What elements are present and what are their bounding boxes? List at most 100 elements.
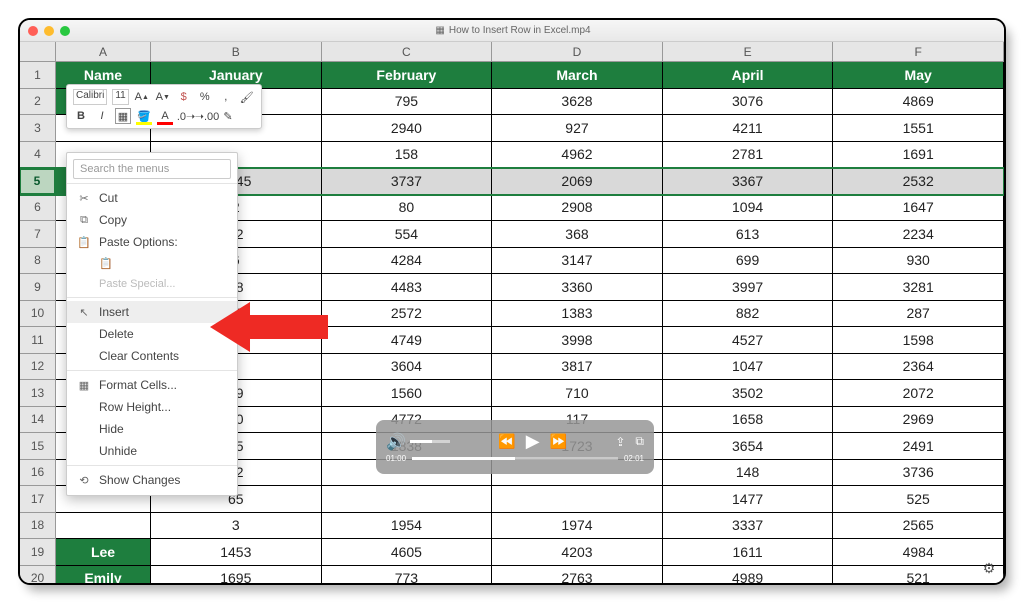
data-cell[interactable]: 2491	[833, 433, 1004, 460]
border-button[interactable]: ▦	[115, 108, 131, 124]
data-cell[interactable]: 1598	[833, 327, 1004, 354]
forward-button[interactable]: ⏩	[550, 433, 567, 450]
data-cell[interactable]: 148	[663, 460, 834, 487]
volume-control[interactable]: 🔊	[386, 432, 450, 452]
currency-icon[interactable]: $	[176, 89, 192, 105]
select-all-corner[interactable]	[20, 42, 56, 62]
row-number[interactable]: 20	[20, 566, 56, 586]
data-cell[interactable]: 2781	[663, 142, 834, 169]
data-cell[interactable]: 4749	[322, 327, 493, 354]
col-header[interactable]: B	[151, 42, 322, 62]
row-number[interactable]: 11	[20, 327, 56, 354]
row-number[interactable]: 15	[20, 433, 56, 460]
name-cell[interactable]: Lee	[56, 539, 151, 566]
row-number[interactable]: 1	[20, 62, 56, 89]
data-cell[interactable]: 1974	[492, 513, 663, 540]
name-cell[interactable]	[56, 513, 151, 540]
data-cell[interactable]: 2234	[833, 221, 1004, 248]
data-cell[interactable]: 2532	[833, 168, 1004, 195]
bold-button[interactable]: B	[73, 108, 89, 124]
data-cell[interactable]: 882	[663, 301, 834, 328]
data-cell[interactable]: 4203	[492, 539, 663, 566]
data-cell[interactable]: 3817	[492, 354, 663, 381]
row-number[interactable]: 2	[20, 89, 56, 116]
data-cell[interactable]: 2364	[833, 354, 1004, 381]
data-cell[interactable]	[322, 486, 493, 513]
fontsize-select[interactable]: 11	[112, 89, 128, 105]
header-cell[interactable]: March	[492, 62, 663, 89]
comma-icon[interactable]: ,	[218, 89, 234, 105]
percent-icon[interactable]: %	[197, 89, 213, 105]
data-cell[interactable]: 3654	[663, 433, 834, 460]
share-icon[interactable]: ⇪	[615, 435, 625, 449]
row-number[interactable]: 18	[20, 513, 56, 540]
font-color-icon[interactable]: A	[157, 108, 173, 124]
row-number[interactable]: 9	[20, 274, 56, 301]
data-cell[interactable]: 158	[322, 142, 493, 169]
format-painter-icon[interactable]: 🖌	[239, 89, 255, 105]
data-cell[interactable]: 699	[663, 248, 834, 275]
increase-decimal-icon[interactable]: ➝.00	[199, 108, 215, 124]
data-cell[interactable]: 4989	[663, 566, 834, 586]
data-cell[interactable]: 1658	[663, 407, 834, 434]
row-number[interactable]: 17	[20, 486, 56, 513]
pip-icon[interactable]: ⧉	[635, 434, 644, 449]
col-header[interactable]: F	[833, 42, 1004, 62]
data-cell[interactable]: 2565	[833, 513, 1004, 540]
row-number[interactable]: 4	[20, 142, 56, 169]
data-cell[interactable]: 3360	[492, 274, 663, 301]
data-cell[interactable]: 3604	[322, 354, 493, 381]
data-cell[interactable]: 80	[322, 195, 493, 222]
data-cell[interactable]: 710	[492, 380, 663, 407]
row-number[interactable]: 7	[20, 221, 56, 248]
data-cell[interactable]: 4211	[663, 115, 834, 142]
data-cell[interactable]: 1383	[492, 301, 663, 328]
cut-menu-item[interactable]: ✂Cut	[67, 187, 237, 209]
row-number[interactable]: 14	[20, 407, 56, 434]
data-cell[interactable]	[492, 486, 663, 513]
data-cell[interactable]: 1477	[663, 486, 834, 513]
data-cell[interactable]: 3281	[833, 274, 1004, 301]
data-cell[interactable]: 287	[833, 301, 1004, 328]
format-cells-menu-item[interactable]: ▦Format Cells...	[67, 374, 237, 396]
data-cell[interactable]: 4869	[833, 89, 1004, 116]
fill-color-icon[interactable]: 🪣	[136, 108, 152, 124]
data-cell[interactable]: 795	[322, 89, 493, 116]
data-cell[interactable]: 1611	[663, 539, 834, 566]
row-number[interactable]: 19	[20, 539, 56, 566]
decrease-decimal-icon[interactable]: .0➝	[178, 108, 194, 124]
play-button[interactable]: ▶	[526, 431, 540, 452]
copy-menu-item[interactable]: ⧉Copy	[67, 209, 237, 231]
data-cell[interactable]: 368	[492, 221, 663, 248]
data-cell[interactable]: 3502	[663, 380, 834, 407]
data-cell[interactable]: 2069	[492, 168, 663, 195]
data-cell[interactable]: 3	[151, 513, 322, 540]
highlighter-icon[interactable]: ✎	[220, 108, 236, 124]
row-number[interactable]: 13	[20, 380, 56, 407]
data-cell[interactable]: 2908	[492, 195, 663, 222]
hide-menu-item[interactable]: Hide	[67, 418, 237, 440]
col-header[interactable]: E	[663, 42, 834, 62]
data-cell[interactable]: 3997	[663, 274, 834, 301]
col-header[interactable]: C	[322, 42, 493, 62]
data-cell[interactable]: 1551	[833, 115, 1004, 142]
row-number[interactable]: 3	[20, 115, 56, 142]
row-number[interactable]: 6	[20, 195, 56, 222]
data-cell[interactable]: 2969	[833, 407, 1004, 434]
data-cell[interactable]: 4284	[322, 248, 493, 275]
data-cell[interactable]: 2572	[322, 301, 493, 328]
data-cell[interactable]: 3337	[663, 513, 834, 540]
minimize-icon[interactable]	[44, 26, 54, 36]
settings-gear-icon[interactable]: ⚙	[980, 559, 998, 577]
data-cell[interactable]: 3737	[322, 168, 493, 195]
data-cell[interactable]: 4483	[322, 274, 493, 301]
data-cell[interactable]: 1695	[151, 566, 322, 586]
data-cell[interactable]: 3147	[492, 248, 663, 275]
data-cell[interactable]: 930	[833, 248, 1004, 275]
row-number[interactable]: 10	[20, 301, 56, 328]
menu-search[interactable]: Search the menus	[73, 159, 231, 179]
data-cell[interactable]: 1094	[663, 195, 834, 222]
decrease-font-icon[interactable]: A▼	[155, 89, 171, 105]
col-header[interactable]: A	[56, 42, 151, 62]
data-cell[interactable]: 2763	[492, 566, 663, 586]
